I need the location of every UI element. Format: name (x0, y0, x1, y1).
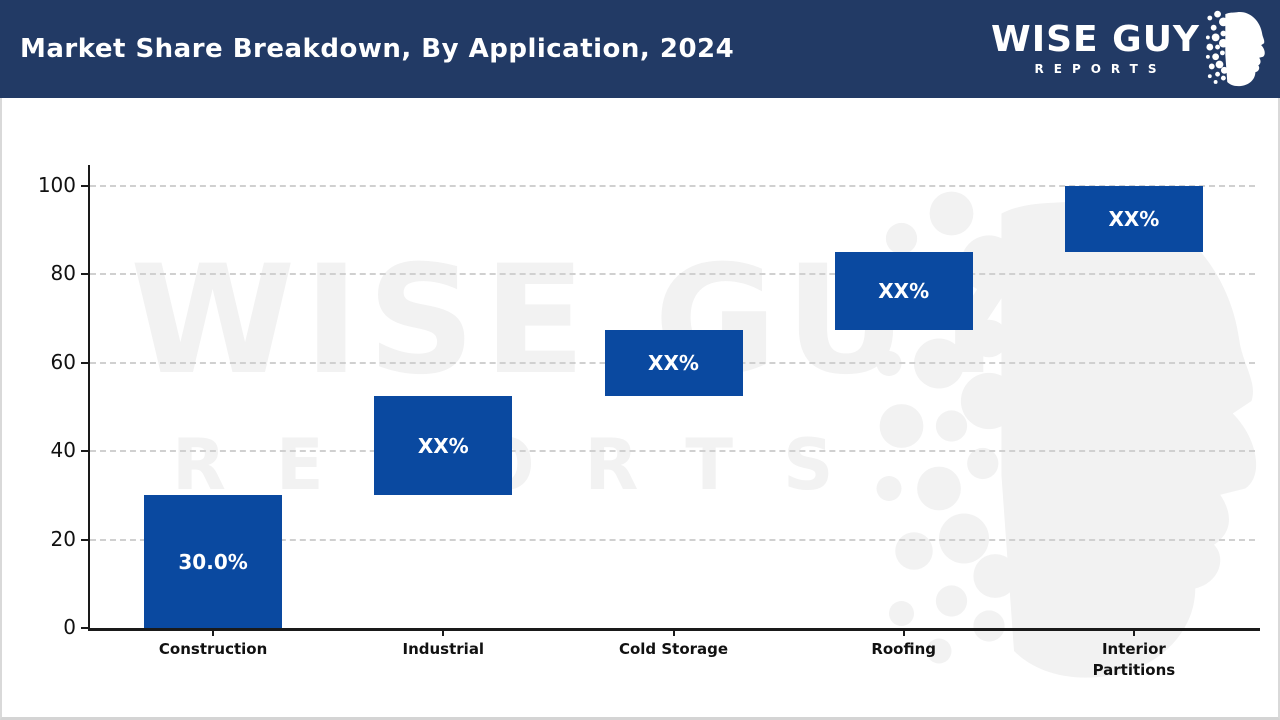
y-axis-tick-mark (81, 273, 88, 276)
y-axis-spine (88, 165, 90, 630)
bar-interior-partitions: XX% (1064, 186, 1203, 253)
x-axis-label-industrial: Industrial (402, 640, 485, 658)
bar-roofing: XX% (834, 252, 973, 330)
y-axis-tick-label: 20 (50, 526, 76, 551)
wise-guy-logo: WISE GUY REPORTS (991, 7, 1266, 91)
bar-construction: 30.0% (144, 495, 283, 628)
x-axis-label-cold-storage: Cold Storage (618, 640, 729, 658)
bar-value-label: XX% (878, 278, 930, 303)
bar-value-label: XX% (1108, 207, 1160, 232)
y-axis-tick-mark (81, 185, 88, 187)
bar-industrial: XX% (374, 395, 513, 496)
gridline-20 (90, 538, 1255, 541)
y-axis-tick-label: 60 (50, 349, 76, 374)
x-axis-tick-mark (212, 629, 215, 636)
x-axis-tick-mark (1132, 629, 1135, 636)
x-axis-label-interior-partitions: Interior Partitions (1092, 640, 1176, 679)
y-axis-tick-label: 0 (63, 615, 76, 639)
y-axis-tick-mark (81, 538, 88, 541)
watermark-text-2: REPORTS (172, 424, 884, 506)
gridline-40 (90, 450, 1255, 453)
logo-tagline: REPORTS (1034, 62, 1167, 76)
bar-value-label: XX% (417, 433, 469, 458)
x-axis-tick-mark (902, 629, 905, 636)
x-axis-label-roofing: Roofing (871, 640, 937, 658)
logo-text: WISE GUY REPORTS (990, 19, 1200, 77)
y-axis-tick-label: 80 (50, 261, 76, 286)
bar-value-label: 30.0% (178, 549, 248, 574)
y-axis-tick-label: 40 (50, 438, 76, 463)
y-axis-tick-mark (81, 361, 88, 364)
x-axis-tick-mark (442, 629, 445, 636)
y-axis-tick-mark (81, 627, 88, 629)
gridline-100 (90, 185, 1255, 187)
logo-face-icon (1205, 10, 1265, 87)
bar-value-label: XX% (648, 350, 699, 375)
gridline-80 (90, 273, 1255, 276)
page-title: Market Share Breakdown, By Application, … (20, 34, 735, 64)
x-axis-tick-mark (672, 629, 675, 636)
bar-cold-storage: XX% (604, 329, 743, 396)
y-axis-tick-label: 100 (37, 173, 76, 197)
x-axis-label-construction: Construction (158, 640, 268, 658)
chart-canvas: WISE GUY REPORTS 0 20 40 60 80 100 30.0% Constr… (0, 98, 1280, 720)
logo-name: WISE GUY (990, 19, 1200, 60)
header-bar: Market Share Breakdown, By Application, … (0, 0, 1280, 98)
y-axis-tick-mark (81, 450, 88, 453)
